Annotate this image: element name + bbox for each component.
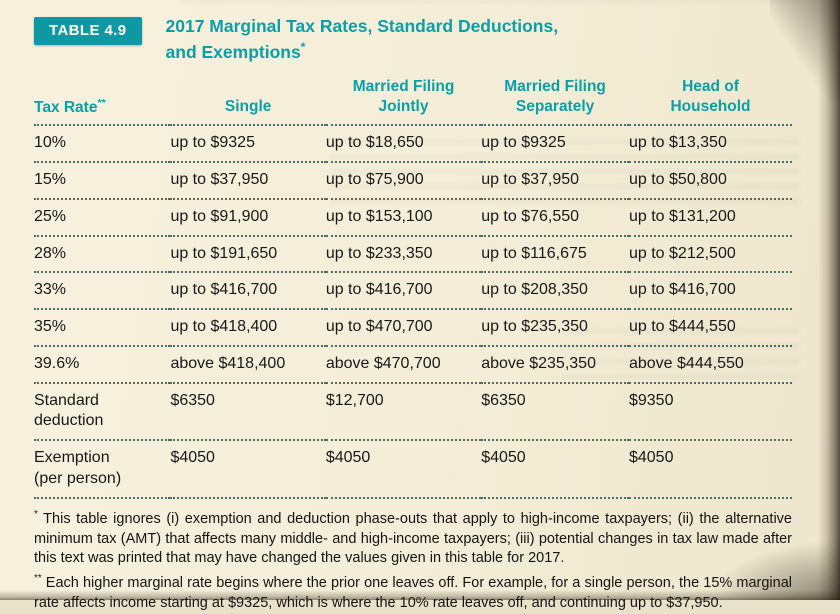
cell-head-of-household: $9350 — [629, 383, 792, 441]
table-title: 2017 Marginal Tax Rates, Standard Deduct… — [166, 14, 559, 64]
column-header-married-jointly: Married Filing Jointly — [326, 77, 481, 125]
cell-head-of-household: up to $131,200 — [629, 199, 792, 236]
cell-married-separately: up to $116,675 — [481, 236, 629, 273]
tax-rates-table: Tax Rate** Single Married Filing Jointly… — [34, 77, 792, 499]
cell-head-of-household: up to $50,800 — [629, 162, 792, 199]
cell-head-of-household: up to $416,700 — [629, 272, 792, 309]
cell-married-jointly: $4050 — [326, 440, 481, 498]
cell-married-separately: $4050 — [481, 440, 629, 498]
table-badge: TABLE 4.9 — [34, 17, 142, 45]
row-label: 28% — [34, 236, 170, 273]
row-label: Exemption (per person) — [34, 440, 170, 498]
cell-married-jointly: up to $75,900 — [326, 162, 481, 199]
title-footnote-marker: * — [301, 40, 306, 54]
cell-head-of-household: up to $13,350 — [629, 125, 792, 162]
cell-single: up to $9325 — [170, 125, 325, 162]
row-label: 33% — [34, 272, 170, 309]
footnote-1: * This table ignores (i) exemption and d… — [34, 508, 792, 569]
row-label: Standard deduction — [34, 383, 170, 441]
cell-married-separately: up to $37,950 — [481, 162, 629, 199]
column-header-tax-rate: Tax Rate** — [34, 77, 170, 125]
cell-single: up to $416,700 — [170, 272, 325, 309]
cell-single: up to $191,650 — [170, 236, 325, 273]
table-row: 33% up to $416,700 up to $416,700 up to … — [34, 272, 792, 309]
scanned-textbook-page: TABLE 4.9 2017 Marginal Tax Rates, Stand… — [0, 0, 840, 600]
cell-married-jointly: up to $416,700 — [326, 272, 481, 309]
table-row: 35% up to $418,400 up to $470,700 up to … — [34, 309, 792, 346]
column-header-head-of-household: Head of Household — [629, 77, 792, 125]
cell-married-jointly: up to $470,700 — [326, 309, 481, 346]
cell-single: $4050 — [170, 440, 325, 498]
row-label: 35% — [34, 309, 170, 346]
footnotes: * This table ignores (i) exemption and d… — [34, 508, 792, 614]
cell-head-of-household: $4050 — [629, 440, 792, 498]
table-row: Standard deduction $6350 $12,700 $6350 $… — [34, 383, 792, 441]
table-row: Exemption (per person) $4050 $4050 $4050… — [34, 440, 792, 498]
cell-married-separately: up to $235,350 — [481, 309, 629, 346]
cell-single: above $418,400 — [170, 346, 325, 383]
cell-married-separately: $6350 — [481, 383, 629, 441]
table-row: 28% up to $191,650 up to $233,350 up to … — [34, 236, 792, 273]
row-label: 10% — [34, 125, 170, 162]
cell-married-separately: up to $76,550 — [481, 199, 629, 236]
cell-single: up to $91,900 — [170, 199, 325, 236]
cell-married-separately: above $235,350 — [481, 346, 629, 383]
cell-single: up to $418,400 — [170, 309, 325, 346]
cell-married-jointly: up to $153,100 — [326, 199, 481, 236]
cell-married-separately: up to $208,350 — [481, 272, 629, 309]
column-header-single: Single — [170, 77, 325, 125]
cell-married-separately: up to $9325 — [481, 125, 629, 162]
footnote-2-marker: ** — [34, 573, 42, 584]
cell-married-jointly: up to $18,650 — [326, 125, 481, 162]
table-row: 25% up to $91,900 up to $153,100 up to $… — [34, 199, 792, 236]
table-title-line1: 2017 Marginal Tax Rates, Standard Deduct… — [166, 14, 559, 39]
table-header-row: Tax Rate** Single Married Filing Jointly… — [34, 77, 792, 125]
row-label: 15% — [34, 162, 170, 199]
cell-single: $6350 — [170, 383, 325, 441]
tax-rate-footnote-marker: ** — [97, 97, 105, 109]
column-header-married-separately: Married Filing Separately — [481, 77, 629, 125]
table-row: 15% up to $37,950 up to $75,900 up to $3… — [34, 162, 792, 199]
footnote-2: ** Each higher marginal rate begins wher… — [34, 572, 792, 614]
row-label: 25% — [34, 199, 170, 236]
cell-head-of-household: up to $444,550 — [629, 309, 792, 346]
page-bleedthrough-artifact — [180, 0, 800, 10]
row-label: 39.6% — [34, 346, 170, 383]
footnote-1-marker: * — [34, 509, 38, 520]
cell-head-of-household: up to $212,500 — [629, 236, 792, 273]
table-header: TABLE 4.9 2017 Marginal Tax Rates, Stand… — [34, 14, 792, 64]
cell-single: up to $37,950 — [170, 162, 325, 199]
table-row: 10% up to $9325 up to $18,650 up to $932… — [34, 125, 792, 162]
cell-married-jointly: above $470,700 — [326, 346, 481, 383]
cell-head-of-household: above $444,550 — [629, 346, 792, 383]
cell-married-jointly: $12,700 — [326, 383, 481, 441]
table-title-line2: and Exemptions* — [166, 39, 559, 64]
cell-married-jointly: up to $233,350 — [326, 236, 481, 273]
table-row: 39.6% above $418,400 above $470,700 abov… — [34, 346, 792, 383]
